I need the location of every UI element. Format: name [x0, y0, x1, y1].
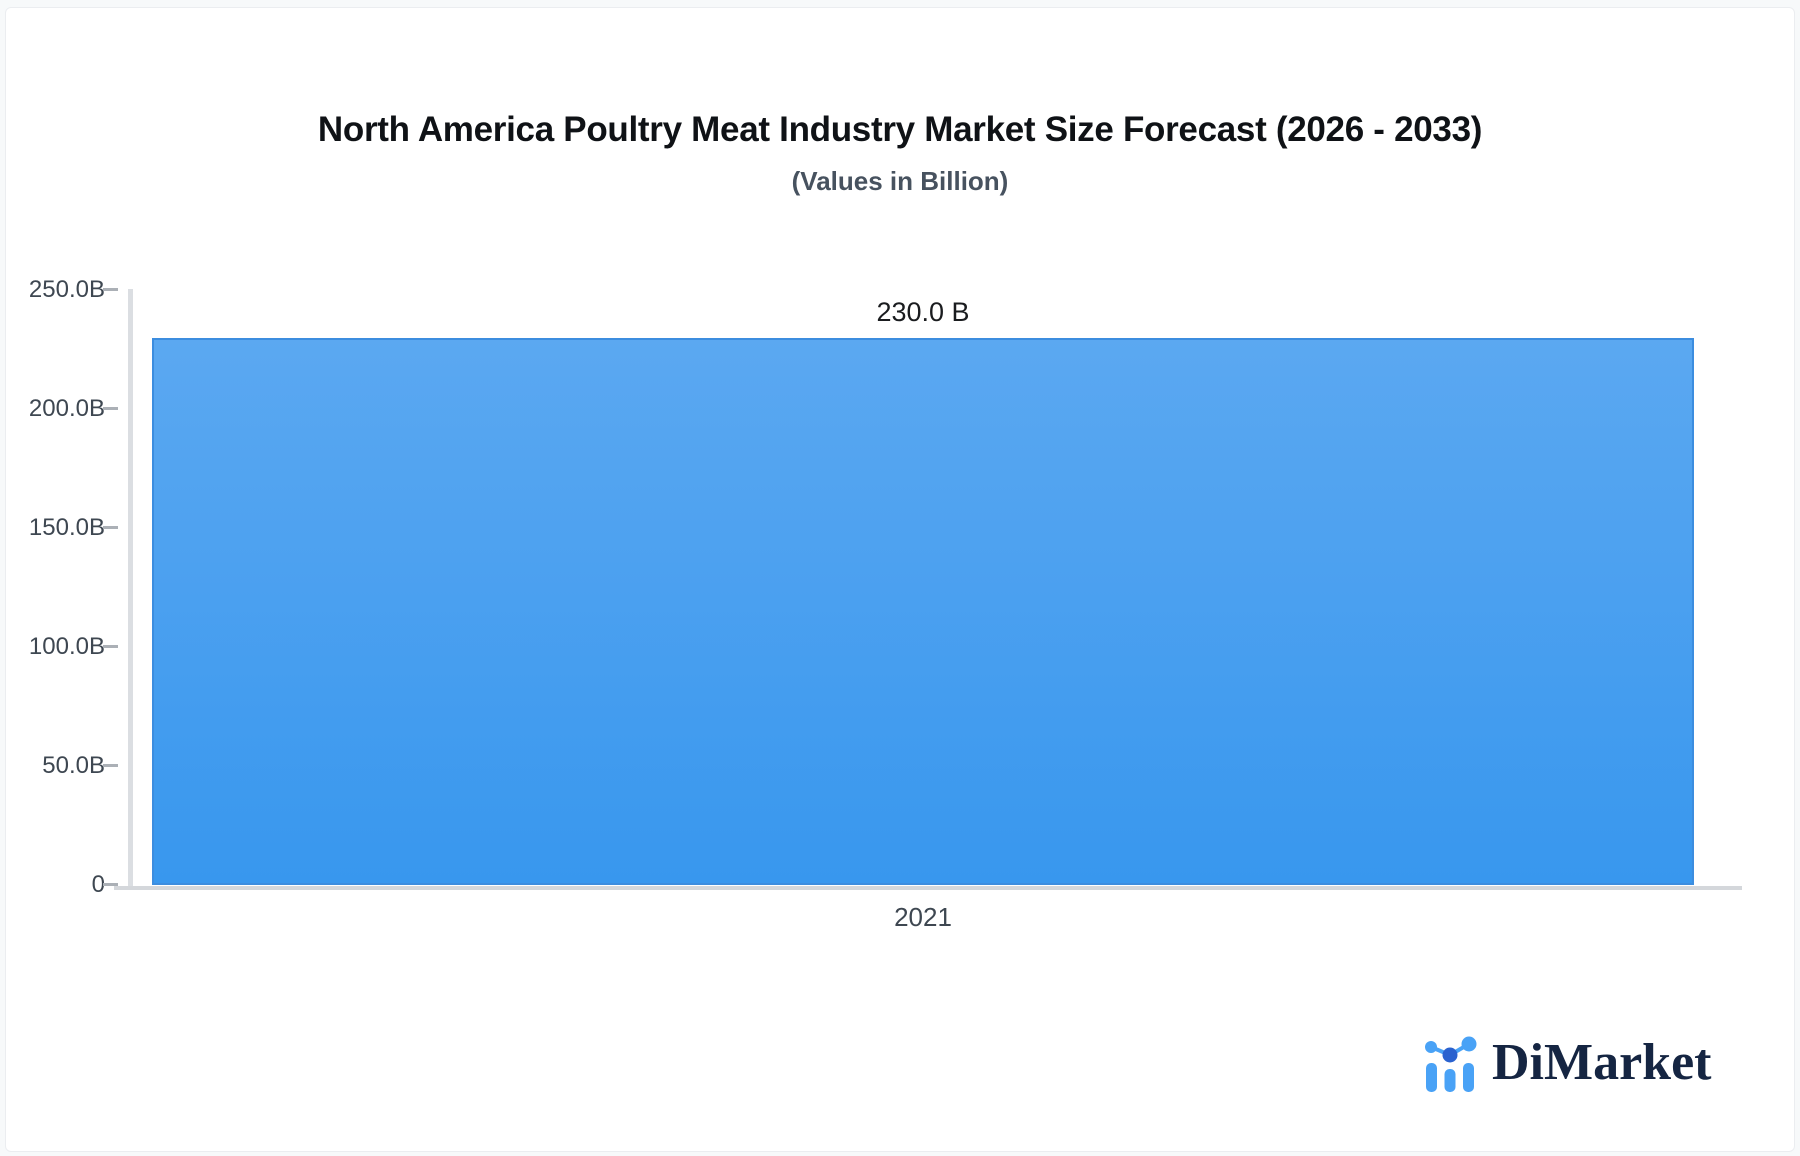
y-axis-tick-mark	[103, 645, 118, 648]
brand-logo-text: DiMarket	[1492, 1034, 1712, 1091]
y-axis-tick-label: 250.0B	[28, 276, 105, 303]
y-axis-tick-label: 0	[91, 871, 105, 898]
mini-bar-line-chart-icon	[1425, 1036, 1477, 1092]
y-axis-tick-label: 150.0B	[28, 514, 105, 541]
bar-2021[interactable]	[152, 338, 1694, 885]
plot-area: 230.0 B	[131, 290, 1742, 885]
brand-logo: DiMarket	[1422, 1030, 1711, 1096]
y-axis-tick-label: 50.0B	[42, 752, 105, 779]
y-axis-tick-label: 200.0B	[28, 395, 105, 422]
y-axis-tick-mark	[103, 764, 118, 767]
y-axis-tick-mark	[103, 407, 118, 410]
chart-subtitle: (Values in Billion)	[791, 166, 1009, 196]
y-axis-tick-mark	[103, 883, 118, 886]
y-axis-tick-mark	[103, 526, 118, 529]
x-axis-tick-label: 2021	[894, 902, 952, 932]
y-axis-tick-label: 100.0B	[28, 633, 105, 660]
x-axis-line	[114, 886, 1742, 890]
chart-title: North America Poultry Meat Industry Mark…	[317, 110, 1483, 149]
y-axis-tick-mark	[103, 288, 118, 291]
bar-value-label: 230.0 B	[876, 297, 970, 327]
y-axis-line	[128, 289, 133, 888]
